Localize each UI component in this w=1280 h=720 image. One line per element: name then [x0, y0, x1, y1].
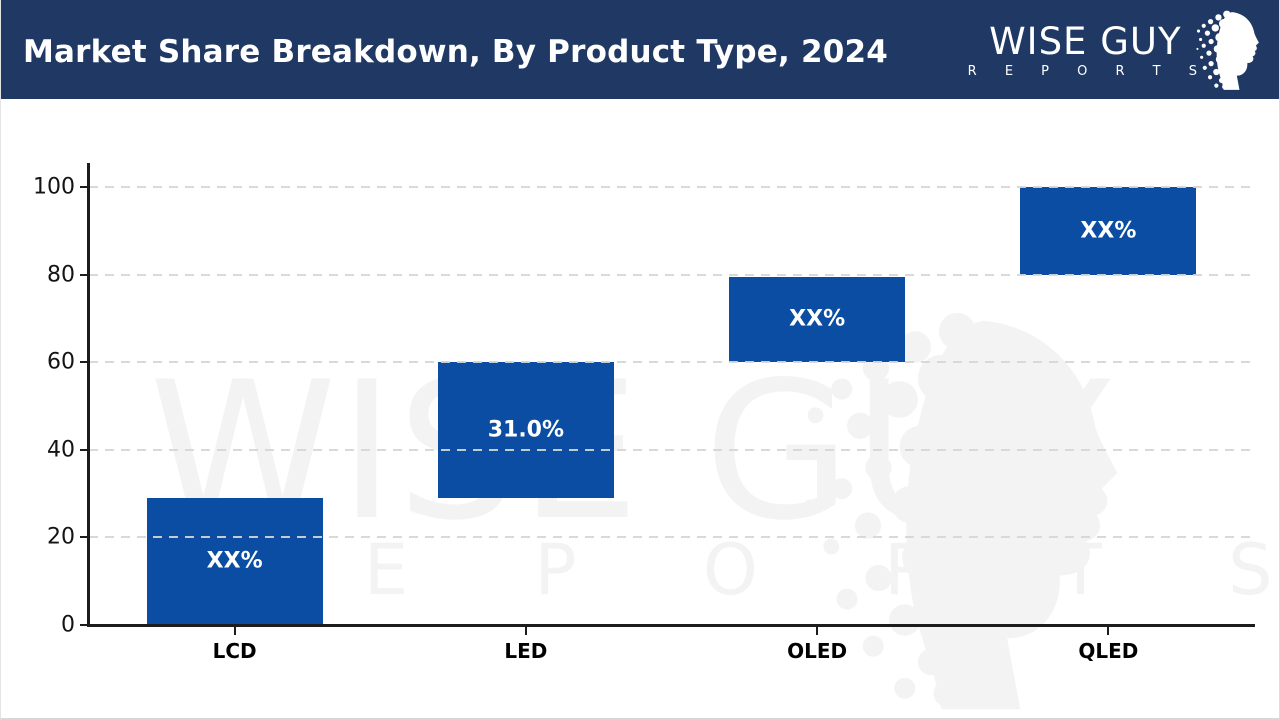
bar-lcd: [146, 497, 323, 625]
gridline-60: [89, 361, 1254, 364]
y-tick-label: 40: [47, 437, 75, 463]
y-tick-0: [80, 624, 89, 626]
header-bar: Market Share Breakdown, By Product Type,…: [1, 0, 1279, 99]
bar-value-label: 31.0%: [487, 417, 565, 443]
category-label-oled: OLED: [787, 639, 848, 663]
page-title: Market Share Breakdown, By Product Type,…: [23, 34, 889, 70]
x-tick-qled: [1107, 627, 1110, 635]
x-axis-line: [87, 624, 1255, 627]
gridline-40: [89, 448, 1254, 451]
y-tick-100: [80, 186, 89, 188]
bar-qled: [1020, 187, 1197, 275]
category-label-led: LED: [504, 639, 548, 663]
bar-value-label: XX%: [789, 306, 846, 332]
y-tick-60: [80, 361, 89, 364]
y-tick-80: [80, 273, 89, 276]
x-tick-lcd: [233, 627, 236, 635]
gridline-100: [89, 186, 1254, 188]
bar-led: [437, 362, 614, 498]
category-label-lcd: LCD: [212, 639, 257, 663]
x-tick-led: [524, 627, 527, 635]
x-tick-oled: [816, 627, 819, 635]
y-tick-label: 60: [47, 349, 75, 375]
y-tick-label: 100: [33, 174, 75, 200]
bar-value-label: XX%: [206, 548, 263, 574]
brand-reports: R E P O R T S: [967, 63, 1209, 79]
category-label-qled: QLED: [1078, 639, 1139, 663]
y-axis-line: [87, 163, 90, 626]
brand-name: WISE GUY: [989, 20, 1182, 64]
gridline-80: [89, 273, 1254, 276]
y-tick-label: 0: [61, 612, 75, 638]
y-tick-40: [80, 448, 89, 451]
brand-logo-text: WISE GUY R E P O R T S: [962, 20, 1209, 79]
gridline-20: [89, 536, 1254, 539]
y-tick-label: 80: [47, 262, 75, 288]
y-tick-label: 20: [47, 524, 75, 550]
brand-logo: WISE GUY R E P O R T S: [962, 6, 1267, 96]
y-tick-20: [80, 536, 89, 539]
bar-value-label: XX%: [1080, 218, 1137, 244]
